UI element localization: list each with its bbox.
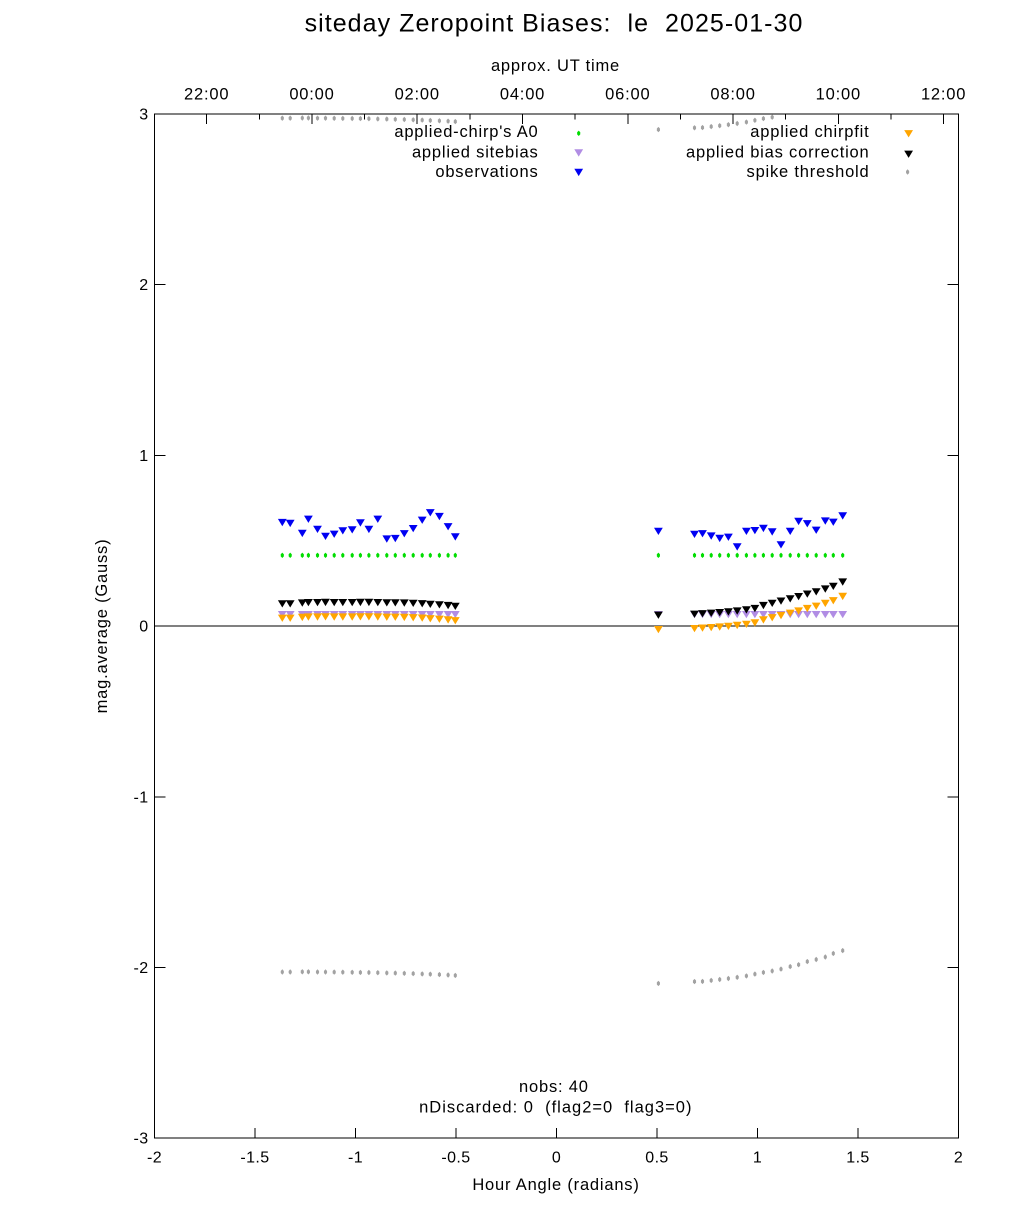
- svg-text:02:00: 02:00: [395, 86, 440, 104]
- svg-text:10:00: 10:00: [816, 86, 861, 104]
- svg-text:applied-chirp's A0: applied-chirp's A0: [394, 123, 538, 141]
- svg-text:0: 0: [139, 619, 148, 636]
- svg-text:-1.5: -1.5: [240, 1150, 269, 1167]
- svg-text:-1: -1: [348, 1150, 363, 1167]
- svg-text:04:00: 04:00: [500, 86, 545, 104]
- svg-text:nDiscarded: 0 (flag2=0 flag3: nDiscarded: 0 (flag2=0 flag3=0): [419, 1098, 692, 1116]
- svg-text:1: 1: [753, 1150, 762, 1167]
- svg-text:-1: -1: [133, 789, 148, 806]
- svg-text:1.5: 1.5: [846, 1150, 869, 1167]
- svg-text:Hour Angle (radians): Hour Angle (radians): [472, 1176, 639, 1194]
- svg-text:-2: -2: [133, 960, 148, 977]
- svg-text:nobs: 40: nobs: 40: [519, 1078, 589, 1096]
- svg-text:0.5: 0.5: [645, 1150, 668, 1167]
- svg-text:2: 2: [954, 1150, 963, 1167]
- svg-text:observations: observations: [435, 163, 538, 181]
- svg-text:08:00: 08:00: [710, 86, 755, 104]
- svg-text:1: 1: [139, 448, 148, 465]
- svg-text:applied chirpfit: applied chirpfit: [750, 123, 869, 141]
- svg-text:22:00: 22:00: [184, 86, 229, 104]
- svg-text:applied sitebias: applied sitebias: [412, 143, 539, 161]
- svg-text:0: 0: [552, 1150, 561, 1167]
- svg-text:3: 3: [139, 107, 148, 124]
- svg-text:-3: -3: [133, 1131, 148, 1148]
- svg-text:06:00: 06:00: [605, 86, 650, 104]
- svg-text:mag.average (Gauss): mag.average (Gauss): [93, 539, 111, 714]
- svg-text:siteday Zeropoint Biases: le: siteday Zeropoint Biases: le 2025-01-30: [305, 10, 804, 38]
- svg-text:-0.5: -0.5: [441, 1150, 470, 1167]
- svg-text:applied bias correction: applied bias correction: [686, 143, 870, 161]
- svg-text:00:00: 00:00: [289, 86, 334, 104]
- svg-text:spike threshold: spike threshold: [747, 163, 870, 181]
- svg-text:12:00: 12:00: [921, 86, 966, 104]
- svg-text:approx. UT time: approx. UT time: [491, 57, 620, 75]
- svg-text:2: 2: [139, 277, 148, 294]
- svg-text:-2: -2: [147, 1150, 162, 1167]
